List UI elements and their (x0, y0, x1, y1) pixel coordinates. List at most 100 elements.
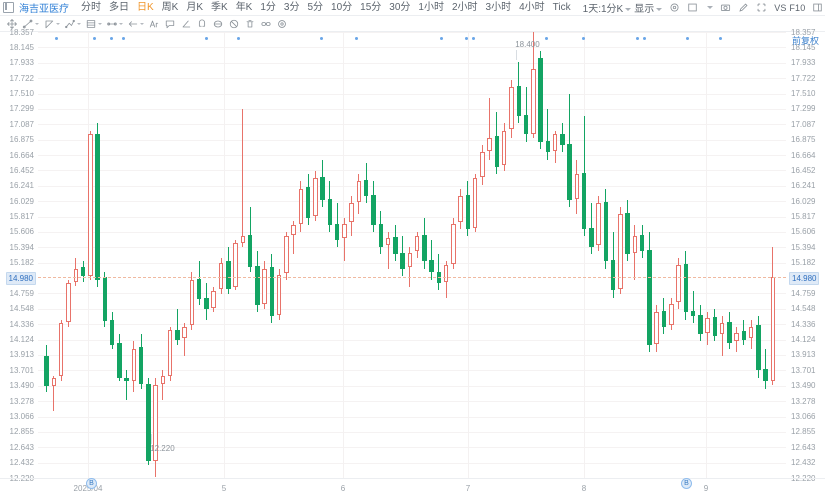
price-axis-left[interactable]: 18.357 18.145 17.933 17.722 17.510 17.299 17.0… (0, 28, 38, 483)
time-axis[interactable]: 2025/04 5 6 7 8 9 (0, 478, 825, 501)
event-marker-dot[interactable] (355, 37, 358, 40)
timeframe-tab-10[interactable]: 10分 (331, 1, 353, 13)
chevron-down-icon (98, 22, 102, 25)
event-marker-dot[interactable] (719, 37, 722, 40)
event-marker-dot[interactable] (643, 37, 646, 40)
display-menu[interactable]: 显示 (634, 0, 663, 15)
timeframe-tab-1[interactable]: 多日 (109, 1, 129, 13)
price-tick-label: 14.548 (791, 304, 816, 314)
settings-gear-icon[interactable] (274, 18, 290, 30)
lock-disable-icon[interactable] (226, 18, 242, 30)
gear-icon[interactable] (669, 2, 680, 13)
price-tick-label: 16.241 (791, 181, 816, 191)
price-tick-label: 16.452 (791, 165, 816, 175)
event-marker-dot[interactable] (636, 37, 639, 40)
buy-signal-badge[interactable]: B (86, 478, 97, 489)
text-tool-icon[interactable] (146, 18, 162, 30)
chevron-down-icon (140, 22, 144, 25)
gridline (38, 355, 786, 356)
timeframe-tab-6[interactable]: 年K (235, 1, 253, 13)
event-marker-dot[interactable] (472, 37, 475, 40)
event-marker-dot[interactable] (686, 37, 689, 40)
fullscreen-icon[interactable] (756, 2, 767, 13)
expand-panel-icon[interactable] (812, 2, 823, 13)
timeframe-tab-17[interactable]: Tick (552, 1, 571, 13)
event-marker-dot[interactable] (465, 37, 468, 40)
arrow-left-icon[interactable] (125, 18, 146, 30)
candle-body-up (262, 268, 267, 304)
candle-body-down (371, 194, 376, 226)
candle-wick (692, 290, 694, 324)
camera-icon[interactable] (720, 2, 731, 13)
price-tick-label: 17.087 (791, 119, 816, 129)
ray-line-icon[interactable] (41, 18, 62, 30)
time-tick-label: 7 (465, 484, 471, 493)
panel-layout-icon[interactable] (3, 2, 14, 13)
timeframe-tab-4[interactable]: 月K (186, 1, 204, 13)
trend-line-icon[interactable] (20, 18, 41, 30)
timeframe-tab-16[interactable]: 4小时 (519, 1, 545, 13)
candle-body-up (669, 303, 674, 326)
event-marker-dot[interactable] (545, 37, 548, 40)
candle-body-down (422, 235, 427, 262)
price-tick-label: 17.933 (791, 58, 816, 68)
vs-f10-button[interactable]: VS F10 (774, 2, 806, 13)
timeframe-tab-7[interactable]: 1分 (260, 1, 276, 13)
candle-body-down (305, 187, 311, 218)
timeframe-tab-15[interactable]: 3小时 (485, 1, 512, 13)
note-balloon-icon[interactable] (162, 18, 178, 30)
event-marker-dot[interactable] (237, 37, 240, 40)
candle-body-down (363, 180, 369, 197)
candle-body-down (567, 143, 572, 200)
buy-signal-badge[interactable]: B (681, 478, 692, 489)
magnifier-icon[interactable] (210, 18, 226, 30)
timeframe-tab-11[interactable]: 15分 (360, 1, 382, 13)
magnet-icon[interactable] (194, 18, 210, 30)
timeframe-tab-3[interactable]: 周K (161, 1, 179, 13)
timeframe-tab-12[interactable]: 30分 (389, 1, 411, 13)
event-marker-dot[interactable] (93, 37, 96, 40)
candle-wick (765, 348, 767, 389)
candle-body-down (661, 310, 667, 327)
timeframe-tab-0[interactable]: 分时 (81, 1, 101, 13)
candle-body-up (480, 152, 485, 178)
pitchfork-icon[interactable] (62, 18, 83, 30)
pencil-icon[interactable] (738, 2, 749, 13)
interval-selector[interactable]: 1天:1分K (575, 0, 635, 15)
symbol-name[interactable]: 海吉亚医疗 (19, 4, 69, 15)
adjustment-label[interactable]: 前复权 (791, 36, 819, 46)
event-marker-dot[interactable] (122, 37, 125, 40)
crosshair-move-icon[interactable] (4, 18, 20, 30)
event-marker-dot[interactable] (205, 37, 208, 40)
link-icon[interactable] (258, 18, 274, 30)
price-tick-label: 12.855 (9, 427, 34, 437)
candle-body-down (138, 347, 144, 384)
timeframe-tab-13[interactable]: 1小时 (418, 1, 444, 13)
event-marker-dot[interactable] (55, 37, 58, 40)
price-axis-right[interactable]: 18.357 18.145 17.933 17.722 17.510 17.299 17.0… (787, 28, 825, 483)
event-marker-dot[interactable] (582, 37, 585, 40)
candle-body-up (501, 130, 507, 166)
candle-body-down (465, 194, 471, 229)
event-marker-dot[interactable] (320, 37, 323, 40)
timeframe-tab-5[interactable]: 季K (211, 1, 228, 13)
horizontal-segment-icon[interactable] (104, 18, 125, 30)
angle-measure-icon[interactable] (178, 18, 194, 30)
price-tick-label: 14.759 (9, 288, 34, 298)
event-marker-dot[interactable] (440, 37, 443, 40)
timeframe-tab-9[interactable]: 5分 (307, 1, 324, 13)
gridline (38, 401, 786, 402)
layout-grid-icon[interactable] (687, 2, 698, 13)
gridline (38, 386, 786, 387)
trash-icon[interactable] (242, 18, 258, 30)
timeframe-tab-2[interactable]: 日K (137, 1, 154, 13)
candle-body-down (95, 134, 100, 280)
event-marker-dot[interactable] (110, 37, 113, 40)
timeframe-tab-14[interactable]: 2小时 (451, 1, 478, 13)
fib-retracement-icon[interactable] (83, 18, 104, 30)
candlestick-plot[interactable]: 18.400 12.220 (38, 32, 786, 478)
price-tick-label: 17.299 (9, 104, 34, 114)
timeframe-tab-8[interactable]: 3分 (283, 1, 300, 13)
candle-body-down (80, 267, 86, 276)
price-tick-label: 13.701 (791, 365, 816, 375)
